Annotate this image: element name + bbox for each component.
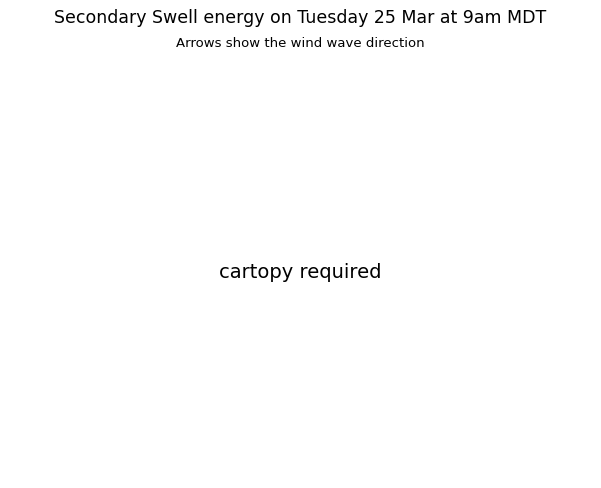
Text: Secondary Swell energy on Tuesday 25 Mar at 9am MDT: Secondary Swell energy on Tuesday 25 Mar… <box>54 9 547 27</box>
Text: Arrows show the wind wave direction: Arrows show the wind wave direction <box>176 37 425 50</box>
Text: cartopy required: cartopy required <box>219 263 382 282</box>
